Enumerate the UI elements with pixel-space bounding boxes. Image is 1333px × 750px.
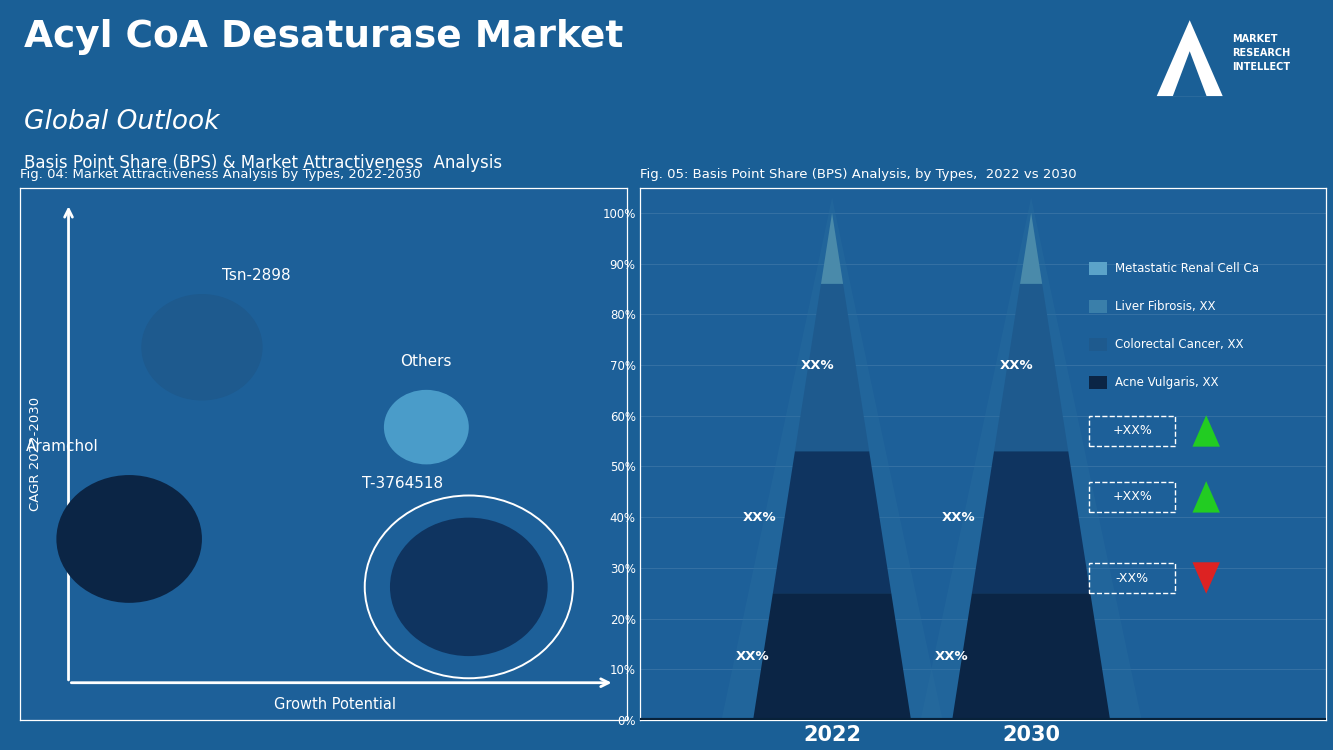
Text: XX%: XX% (1000, 358, 1034, 371)
Text: Tsn-2898: Tsn-2898 (223, 268, 291, 284)
Circle shape (56, 475, 203, 603)
Polygon shape (721, 198, 942, 720)
FancyBboxPatch shape (1089, 300, 1106, 313)
Text: XX%: XX% (934, 650, 969, 663)
Text: Others: Others (401, 353, 452, 368)
Text: Acyl CoA Desaturase Market: Acyl CoA Desaturase Market (24, 19, 624, 55)
Polygon shape (773, 452, 892, 593)
FancyBboxPatch shape (1089, 262, 1106, 275)
Text: Fig. 05: Basis Point Share (BPS) Analysis, by Types,  2022 vs 2030: Fig. 05: Basis Point Share (BPS) Analysi… (640, 168, 1077, 181)
Text: +XX%: +XX% (1113, 424, 1152, 437)
Polygon shape (1173, 51, 1206, 96)
Polygon shape (952, 593, 1110, 720)
Polygon shape (921, 198, 1141, 720)
Text: Liver Fibrosis, XX: Liver Fibrosis, XX (1114, 300, 1216, 313)
Text: -XX%: -XX% (1116, 572, 1149, 584)
Polygon shape (994, 284, 1068, 452)
Polygon shape (821, 213, 842, 284)
Text: XX%: XX% (736, 650, 769, 663)
Text: Basis Point Share (BPS) & Market Attractiveness  Analysis: Basis Point Share (BPS) & Market Attract… (24, 154, 503, 172)
Polygon shape (753, 593, 910, 720)
Polygon shape (1157, 20, 1222, 96)
Text: Metastatic Renal Cell Ca: Metastatic Renal Cell Ca (1114, 262, 1258, 275)
Text: XX%: XX% (942, 511, 976, 524)
Text: Global Outlook: Global Outlook (24, 109, 220, 135)
Text: XX%: XX% (742, 511, 776, 524)
FancyBboxPatch shape (1089, 376, 1106, 389)
Text: T-3764518: T-3764518 (361, 476, 443, 491)
Polygon shape (972, 452, 1090, 593)
Text: XX%: XX% (801, 358, 834, 371)
Polygon shape (1020, 213, 1042, 284)
Text: MARKET
RESEARCH
INTELLECT: MARKET RESEARCH INTELLECT (1232, 34, 1290, 72)
Circle shape (141, 294, 263, 400)
Circle shape (384, 390, 469, 464)
Polygon shape (794, 284, 869, 452)
Text: Acne Vulgaris, XX: Acne Vulgaris, XX (1114, 376, 1218, 389)
Text: +XX%: +XX% (1113, 490, 1152, 503)
Polygon shape (1193, 482, 1220, 512)
Text: CAGR 2022-2030: CAGR 2022-2030 (28, 397, 41, 511)
Circle shape (391, 518, 548, 656)
Text: Fig. 04: Market Attractiveness Analysis by Types, 2022-2030: Fig. 04: Market Attractiveness Analysis … (20, 168, 421, 181)
Text: Growth Potential: Growth Potential (275, 697, 396, 712)
Text: Aramchol: Aramchol (27, 439, 99, 454)
Polygon shape (1193, 562, 1220, 594)
Text: Colorectal Cancer, XX: Colorectal Cancer, XX (1114, 338, 1244, 351)
Polygon shape (1193, 416, 1220, 447)
FancyBboxPatch shape (1089, 338, 1106, 351)
